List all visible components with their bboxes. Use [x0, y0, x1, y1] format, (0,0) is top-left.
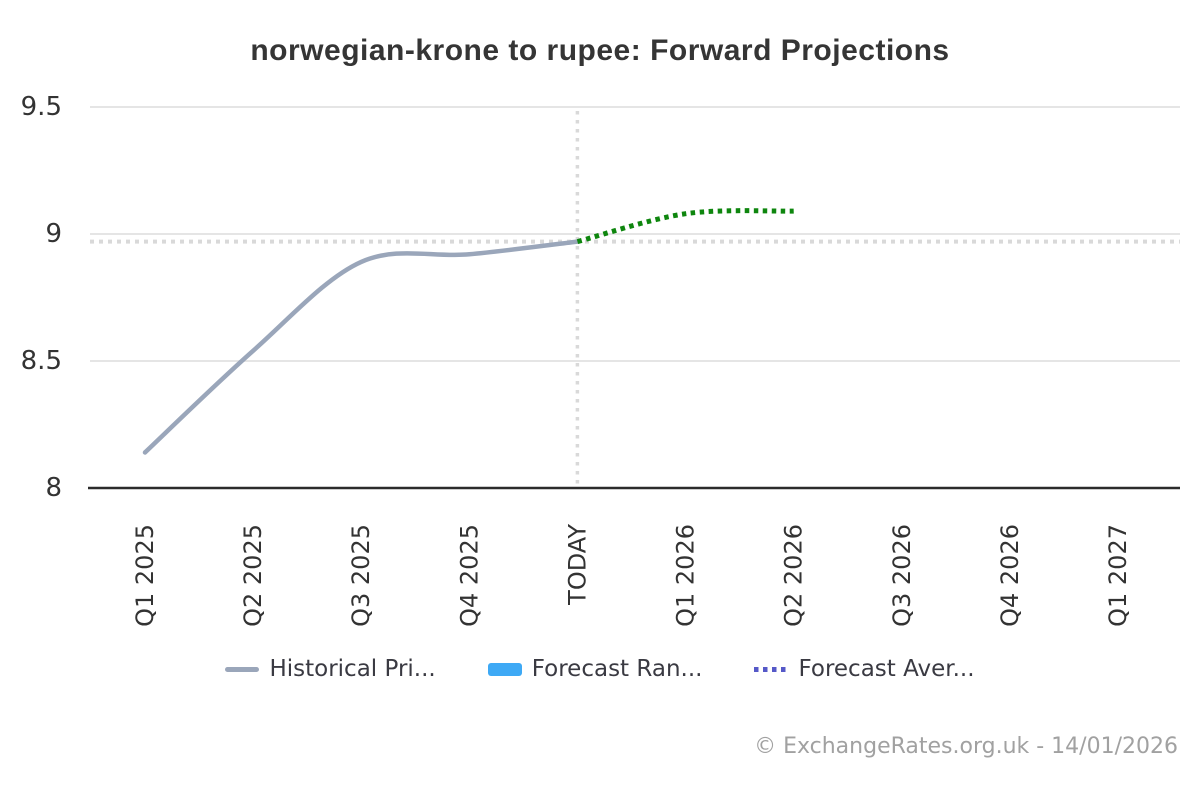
copyright-watermark: © ExchangeRates.org.uk - 14/01/2026 — [754, 734, 1178, 759]
legend-label-historical-price: Historical Pri... — [269, 656, 436, 682]
historical-price-line — [142, 239, 580, 455]
x-tick-label: Q3 2026 — [888, 524, 916, 627]
x-tick-label: Q1 2027 — [1104, 524, 1132, 627]
chart-title: norwegian-krone to rupee: Forward Projec… — [250, 34, 950, 67]
x-tick-label: Q3 2025 — [347, 524, 375, 627]
legend-label-forecast-range: Forecast Ran... — [531, 656, 703, 682]
legend-item-forecast-average[interactable]: Forecast Aver... — [754, 656, 975, 682]
legend-item-historical-price[interactable]: Historical Pri... — [225, 656, 436, 682]
y-tick-label: 9 — [45, 219, 62, 249]
legend-item-forecast-range[interactable]: Forecast Ran... — [487, 656, 703, 682]
y-tick-label: 8.5 — [21, 346, 62, 376]
y-tick-label: 8 — [45, 473, 62, 503]
x-tick-label: Q1 2025 — [131, 524, 159, 627]
x-tick-label: Q2 2026 — [780, 524, 808, 627]
x-tick-label: TODAY — [563, 524, 591, 606]
forecast-average-line — [576, 208, 794, 245]
x-tick-label: Q4 2025 — [455, 524, 483, 627]
forecast-average-dotted-swatch-icon — [754, 666, 789, 672]
chart-legend: Historical Pri... Forecast Ran... Foreca… — [0, 656, 1200, 682]
legend-label-forecast-average: Forecast Aver... — [798, 656, 975, 682]
x-tick-label: Q4 2026 — [996, 524, 1024, 627]
x-tick-label: Q1 2026 — [672, 524, 700, 627]
historical-price-line-swatch-icon — [225, 666, 260, 672]
y-tick-label: 9.5 — [21, 92, 62, 122]
x-tick-label: Q2 2025 — [239, 524, 267, 627]
forecast-range-band-swatch-icon — [487, 662, 522, 676]
